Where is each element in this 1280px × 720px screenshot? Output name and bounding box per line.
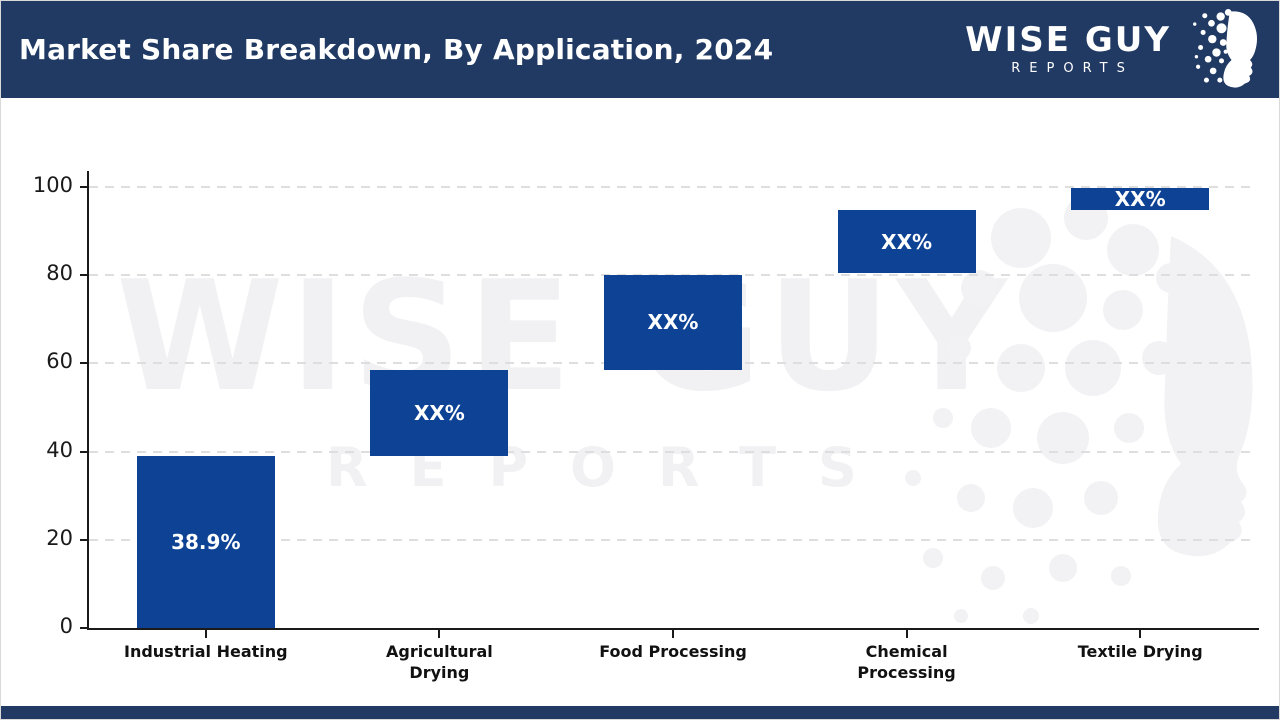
logo-wordmark: WISE GUY [965, 20, 1171, 60]
y-axis-spine [87, 171, 89, 630]
x-tick-label-line: Chemical [865, 642, 948, 661]
plot-area: 0 20 40 60 80 100 38.9% Industrial Heating XX% Ag… [33, 175, 1257, 682]
y-tick-label-60: 60 [46, 349, 73, 374]
x-tick-label-agricultural-drying: Agricultural Drying [324, 642, 554, 684]
x-tick-label-line: Processing [857, 662, 956, 682]
watermark-wordmark: WISE GUY [116, 248, 1013, 425]
y-tick-mark-0 [80, 627, 88, 629]
footer-bar [1, 706, 1279, 719]
gridline-100 [89, 186, 1257, 188]
bar-agricultural-drying: XX% [370, 370, 509, 457]
x-tick-label-line: Agricultural [386, 642, 493, 661]
y-tick-mark-80 [80, 274, 88, 277]
y-tick-mark-20 [80, 538, 88, 541]
bar-textile-drying: XX% [1071, 186, 1210, 211]
logo-face-icon [1193, 8, 1258, 88]
y-tick-mark-40 [80, 450, 88, 453]
gridline-40 [89, 450, 1257, 453]
bar-industrial-heating: 38.9% [136, 456, 275, 628]
bar-chemical-processing: XX% [837, 209, 976, 274]
x-tick-label-industrial-heating: Industrial Heating [91, 642, 321, 663]
logo-subtext: REPORTS [1011, 61, 1134, 76]
page-title: Market Share Breakdown, By Application, … [19, 33, 774, 66]
chart-area: WISE GUY REPORTS 0 20 40 60 80 100 38.9% Indust… [1, 98, 1279, 706]
y-tick-label-100: 100 [32, 173, 73, 197]
x-tick-label-line: Textile Drying [1077, 642, 1203, 661]
x-tick-label-line: Food Processing [599, 642, 747, 661]
bar-value-label: XX% [1114, 186, 1166, 211]
logo-text: WISE GUY REPORTS [965, 23, 1171, 76]
bar-value-label: XX% [413, 401, 465, 426]
x-tick-mark-industrial-heating [204, 630, 207, 638]
x-axis-spine [87, 628, 1259, 630]
x-tick-label-chemical-processing: Chemical Processing [792, 642, 1022, 684]
x-tick-label-food-processing: Food Processing [558, 642, 788, 663]
y-tick-label-0: 0 [59, 614, 73, 638]
x-tick-label-line: Industrial Heating [123, 642, 288, 661]
x-tick-mark-agricultural-drying [438, 630, 441, 638]
y-tick-mark-100 [80, 186, 88, 188]
bar-value-label: 38.9% [171, 530, 241, 555]
bar-value-label: XX% [881, 229, 933, 254]
y-tick-label-20: 20 [46, 525, 73, 550]
x-tick-label-line: Drying [409, 662, 470, 682]
wise-guy-reports-logo: WISE GUY REPORTS [965, 4, 1265, 96]
x-tick-mark-chemical-processing [905, 630, 908, 638]
bar-food-processing: XX% [604, 274, 742, 370]
x-tick-label-textile-drying: Textile Drying [1025, 642, 1255, 663]
bar-value-label: XX% [647, 310, 699, 335]
header: Market Share Breakdown, By Application, … [1, 1, 1279, 98]
x-tick-mark-food-processing [672, 630, 674, 638]
gridline-20 [89, 538, 1257, 541]
y-tick-label-80: 80 [46, 261, 73, 286]
y-tick-mark-60 [80, 362, 88, 365]
y-tick-label-40: 40 [46, 437, 73, 462]
x-tick-mark-textile-drying [1139, 630, 1142, 638]
